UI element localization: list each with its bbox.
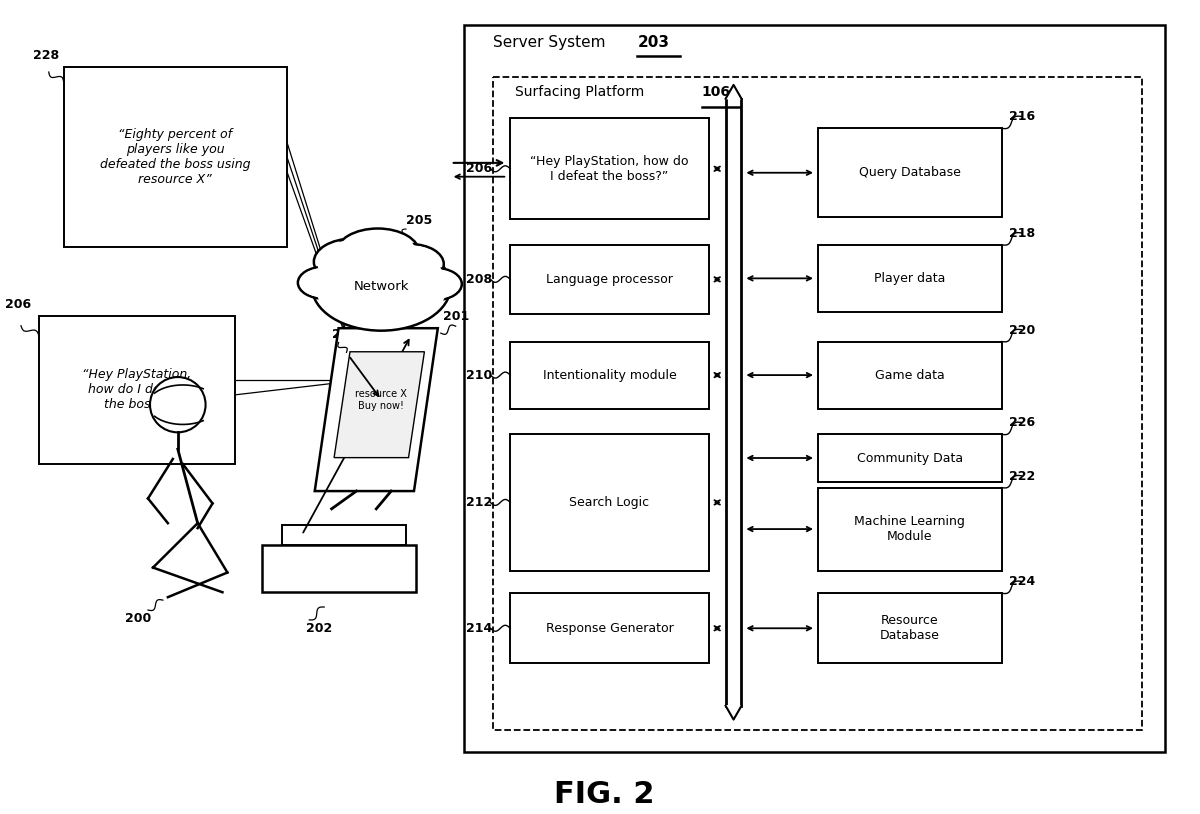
- FancyBboxPatch shape: [463, 24, 1165, 752]
- Polygon shape: [334, 352, 425, 457]
- FancyBboxPatch shape: [510, 593, 709, 663]
- Text: 201: 201: [443, 310, 469, 323]
- Ellipse shape: [409, 268, 462, 300]
- Ellipse shape: [312, 242, 451, 330]
- Text: 202: 202: [306, 622, 332, 635]
- Text: Machine Learning
Module: Machine Learning Module: [854, 515, 965, 543]
- FancyBboxPatch shape: [818, 245, 1002, 312]
- FancyBboxPatch shape: [510, 435, 709, 571]
- Text: Server System: Server System: [493, 34, 606, 50]
- Text: Community Data: Community Data: [857, 452, 962, 465]
- FancyBboxPatch shape: [510, 119, 709, 219]
- Text: 214: 214: [466, 622, 492, 635]
- Text: Query Database: Query Database: [859, 166, 961, 179]
- Text: 222: 222: [1009, 470, 1036, 483]
- Ellipse shape: [316, 245, 448, 327]
- Ellipse shape: [317, 240, 388, 283]
- Text: Intentionality module: Intentionality module: [542, 369, 677, 382]
- Text: Resource
Database: Resource Database: [880, 615, 940, 642]
- Text: 106: 106: [702, 85, 731, 98]
- Polygon shape: [314, 328, 438, 491]
- Text: Language processor: Language processor: [546, 273, 673, 286]
- Text: Player data: Player data: [874, 272, 946, 285]
- Text: 226: 226: [1009, 417, 1036, 429]
- Polygon shape: [726, 85, 742, 98]
- Ellipse shape: [298, 267, 350, 299]
- Text: 218: 218: [1009, 227, 1036, 240]
- FancyBboxPatch shape: [64, 67, 287, 247]
- Text: Surfacing Platform: Surfacing Platform: [515, 85, 644, 98]
- Text: Search Logic: Search Logic: [570, 496, 649, 509]
- Ellipse shape: [336, 229, 420, 278]
- FancyBboxPatch shape: [510, 342, 709, 409]
- Text: 200: 200: [125, 612, 151, 625]
- Text: “Eighty percent of
players like you
defeated the boss using
resource X”: “Eighty percent of players like you defe…: [100, 128, 251, 186]
- Circle shape: [150, 377, 205, 432]
- FancyBboxPatch shape: [818, 129, 1002, 217]
- Text: 228: 228: [32, 49, 59, 62]
- Text: “Hey PlayStation,
how do I defeat
the boss?”: “Hey PlayStation, how do I defeat the bo…: [83, 369, 192, 411]
- Text: FIG. 2: FIG. 2: [554, 780, 655, 809]
- FancyBboxPatch shape: [493, 77, 1142, 730]
- Text: Network: Network: [354, 280, 409, 293]
- Text: “Hey PlayStation, how do
I defeat the boss?”: “Hey PlayStation, how do I defeat the bo…: [530, 155, 689, 183]
- Text: 206: 206: [466, 162, 492, 175]
- Text: 220: 220: [1009, 324, 1036, 337]
- FancyBboxPatch shape: [510, 245, 709, 314]
- Text: Response Generator: Response Generator: [546, 622, 673, 635]
- FancyBboxPatch shape: [818, 342, 1002, 409]
- Text: 208: 208: [466, 273, 492, 286]
- Polygon shape: [726, 706, 742, 720]
- FancyBboxPatch shape: [262, 545, 416, 593]
- Ellipse shape: [300, 268, 349, 297]
- FancyBboxPatch shape: [818, 435, 1002, 482]
- Ellipse shape: [379, 246, 442, 282]
- Text: 205: 205: [406, 214, 432, 227]
- Ellipse shape: [340, 230, 416, 275]
- FancyBboxPatch shape: [818, 593, 1002, 663]
- Text: Game data: Game data: [875, 369, 944, 382]
- Text: 212: 212: [466, 496, 492, 509]
- Text: 224: 224: [1009, 575, 1036, 589]
- FancyBboxPatch shape: [282, 525, 406, 545]
- Ellipse shape: [412, 269, 460, 299]
- Text: 210: 210: [466, 369, 492, 382]
- Ellipse shape: [377, 244, 444, 284]
- Text: 204: 204: [331, 327, 358, 340]
- Text: 206: 206: [5, 298, 31, 311]
- Ellipse shape: [314, 239, 390, 285]
- FancyBboxPatch shape: [818, 488, 1002, 571]
- Text: resource X
Buy now!: resource X Buy now!: [355, 389, 407, 410]
- FancyBboxPatch shape: [38, 316, 235, 464]
- Text: 216: 216: [1009, 111, 1036, 124]
- Text: 203: 203: [637, 34, 670, 50]
